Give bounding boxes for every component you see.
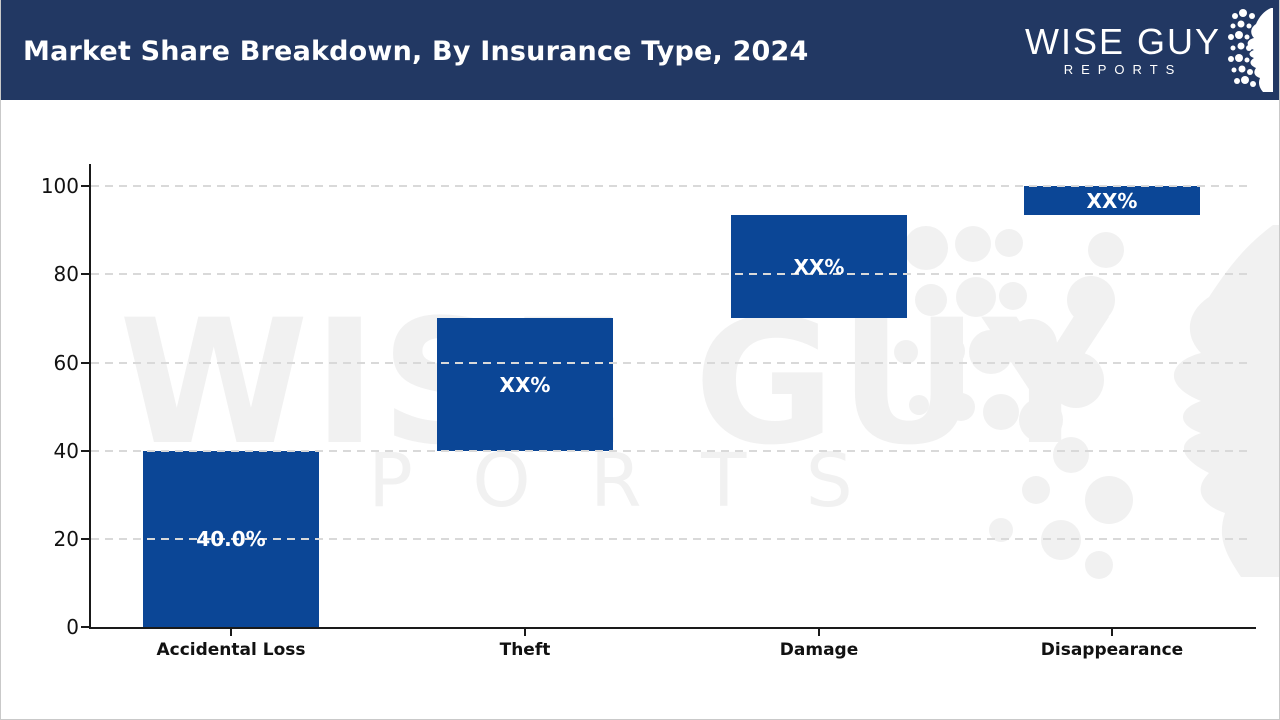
watermark-dot [1041,520,1081,560]
x-axis-label-theft: Theft [499,640,551,660]
y-tick-mark-100 [81,185,90,188]
x-axis-label-damage: Damage [779,640,859,660]
watermark-dot [1088,232,1124,268]
bar-label-theft: XX% [499,372,551,397]
y-tick-mark-40 [81,449,90,452]
bar-label-accidental-loss: 40.0% [196,526,266,551]
bar-damage [731,214,907,319]
logo-reports-label: REPORTS [1063,62,1183,77]
y-tick-mark-60 [81,361,90,364]
watermark-dot [1085,476,1133,524]
watermark-dot [915,284,947,316]
watermark-wiseguy-text: WISE GUY [119,282,1112,483]
y-tick-label-60: 60 [53,350,79,375]
y-tick-label-0: 0 [66,615,79,639]
watermark-dot [1022,476,1050,504]
logo-text: WISE GUY REPORTS [1025,21,1222,78]
x-axis-spine [89,627,1256,629]
gridline-20 [91,537,1251,540]
x-tick-mark-0 [230,629,232,636]
bar-theft [437,318,613,451]
x-tick-mark-1 [524,629,526,636]
header-bar: Market Share Breakdown, By Insurance Typ… [1,0,1279,100]
watermark-dot [1085,551,1113,579]
y-tick-label-100: 100 [40,174,79,199]
watermark-dot [1067,276,1115,324]
watermark-dot [995,229,1023,257]
bar-label-damage: XX% [793,254,845,279]
gridline-60 [91,361,1251,364]
gridline-40 [91,449,1251,452]
logo-wiseguy-label: WISE GUY [1025,21,1222,62]
y-axis-spine [89,164,91,629]
watermark-dot [1053,437,1089,473]
x-tick-mark-3 [1111,629,1113,636]
x-tick-mark-2 [818,629,820,636]
watermark-dot [956,277,996,317]
watermark-dot [955,226,991,262]
watermark-dot [983,394,1019,430]
watermark-dot [894,340,918,364]
gridline-80 [91,273,1251,276]
watermark-dot [909,395,929,415]
y-tick-mark-80 [81,273,90,276]
watermark-dot [1019,398,1063,442]
watermark-head-icon [1173,225,1279,577]
watermark-dot [1048,352,1104,408]
bar-label-disappearance: XX% [1086,188,1138,213]
y-tick-label-40: 40 [53,438,79,463]
page-title: Market Share Breakdown, By Insurance Typ… [23,36,809,67]
y-tick-label-80: 80 [53,262,79,287]
y-tick-label-20: 20 [53,526,79,551]
y-tick-mark-0 [81,626,90,628]
y-tick-mark-20 [81,537,90,540]
watermark-dot [947,393,975,421]
gridline-100 [91,185,1251,188]
logo-head-icon [1228,8,1273,92]
x-axis-label-disappearance: Disappearance [1040,640,1184,660]
x-axis-label-accidental-loss: Accidental Loss [156,640,306,660]
wise-guy-reports-logo: WISE GUY REPORTS [1003,6,1273,94]
bar-disappearance [1024,186,1200,215]
watermark-dot [999,282,1027,310]
watermark-dot [904,226,948,270]
